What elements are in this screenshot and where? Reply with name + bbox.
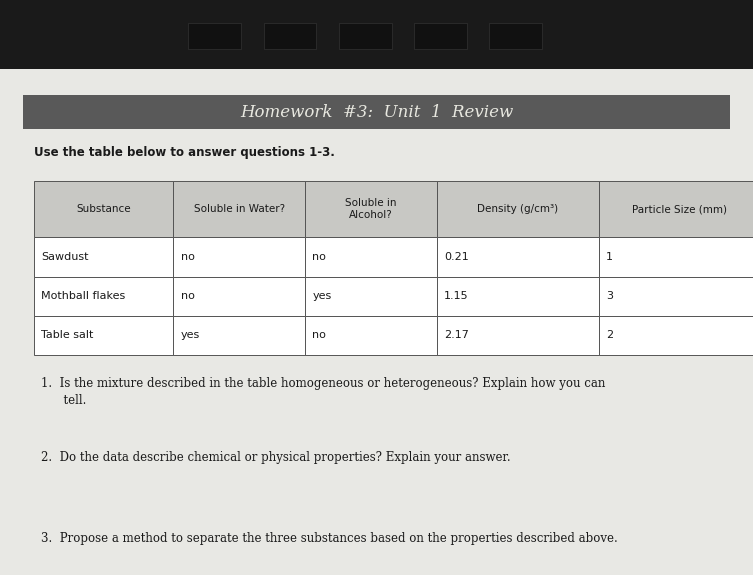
Text: Soluble in Water?: Soluble in Water?	[194, 204, 285, 214]
Text: Table salt: Table salt	[41, 330, 94, 340]
Text: Homework  #3:  Unit  1  Review: Homework #3: Unit 1 Review	[240, 104, 513, 121]
Bar	[437, 277, 599, 316]
Text: Use the table below to answer questions 1-3.: Use the table below to answer questions …	[34, 146, 335, 159]
Bar	[34, 277, 173, 316]
Bar	[489, 23, 542, 49]
Text: no: no	[312, 330, 326, 340]
Bar	[339, 23, 392, 49]
Text: 1.  Is the mixture described in the table homogeneous or heterogeneous? Explain : 1. Is the mixture described in the table…	[41, 377, 606, 407]
Text: yes: yes	[312, 291, 332, 301]
Text: 3.  Propose a method to separate the three substances based on the properties de: 3. Propose a method to separate the thre…	[41, 532, 618, 545]
Bar	[599, 277, 753, 316]
Bar	[305, 316, 437, 355]
Bar	[599, 237, 753, 277]
Text: 2: 2	[606, 330, 613, 340]
Bar	[0, 0, 753, 69]
Bar	[599, 181, 753, 237]
Bar	[173, 277, 305, 316]
Text: 0.21: 0.21	[444, 252, 469, 262]
Bar	[173, 237, 305, 277]
Bar	[437, 316, 599, 355]
Text: Mothball flakes: Mothball flakes	[41, 291, 126, 301]
Bar	[173, 316, 305, 355]
Text: no: no	[312, 252, 326, 262]
Text: 2.17: 2.17	[444, 330, 469, 340]
Bar	[599, 316, 753, 355]
Bar	[437, 181, 599, 237]
Text: Density (g/cm³): Density (g/cm³)	[477, 204, 558, 214]
Bar	[305, 277, 437, 316]
Bar	[188, 23, 241, 49]
Bar	[264, 23, 316, 49]
Text: Particle Size (mm): Particle Size (mm)	[632, 204, 727, 214]
Text: Sawdust: Sawdust	[41, 252, 89, 262]
Text: no: no	[181, 252, 194, 262]
Bar	[34, 316, 173, 355]
Text: Soluble in
Alcohol?: Soluble in Alcohol?	[345, 198, 397, 220]
Bar	[23, 95, 730, 129]
Bar	[414, 23, 467, 49]
Bar	[437, 237, 599, 277]
Bar	[173, 181, 305, 237]
Text: yes: yes	[181, 330, 200, 340]
Bar	[34, 181, 173, 237]
Text: no: no	[181, 291, 194, 301]
Bar	[305, 181, 437, 237]
Bar	[34, 237, 173, 277]
Text: 1: 1	[606, 252, 613, 262]
Text: Substance: Substance	[76, 204, 131, 214]
Text: 3: 3	[606, 291, 613, 301]
Text: 2.  Do the data describe chemical or physical properties? Explain your answer.: 2. Do the data describe chemical or phys…	[41, 451, 511, 465]
Text: 1.15: 1.15	[444, 291, 469, 301]
Bar	[305, 237, 437, 277]
